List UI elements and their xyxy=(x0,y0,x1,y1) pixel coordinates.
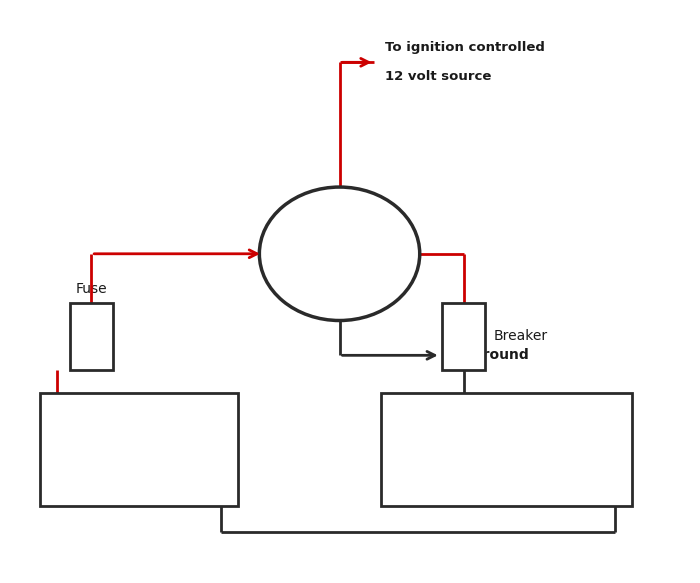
Text: Isolator: Isolator xyxy=(307,261,372,276)
Bar xyxy=(382,393,632,506)
Text: 12 volt source: 12 volt source xyxy=(385,71,491,83)
Text: To ignition controlled: To ignition controlled xyxy=(385,41,545,54)
Text: −: − xyxy=(608,483,622,501)
Text: Battery: Battery xyxy=(307,232,372,247)
Text: +: + xyxy=(392,406,406,424)
Text: +: + xyxy=(50,406,64,424)
Text: (2 @ 6Volt in series): (2 @ 6Volt in series) xyxy=(447,460,566,473)
Circle shape xyxy=(260,187,420,321)
Text: Fuse: Fuse xyxy=(76,282,107,296)
Text: Breaker: Breaker xyxy=(494,329,548,343)
Bar xyxy=(442,303,485,370)
Bar xyxy=(70,303,113,370)
Text: House Battery: House Battery xyxy=(457,431,556,445)
Text: Van Battery: Van Battery xyxy=(98,452,180,466)
Text: To Ground: To Ground xyxy=(449,348,528,362)
Bar xyxy=(40,393,239,506)
Text: −: − xyxy=(214,483,228,501)
